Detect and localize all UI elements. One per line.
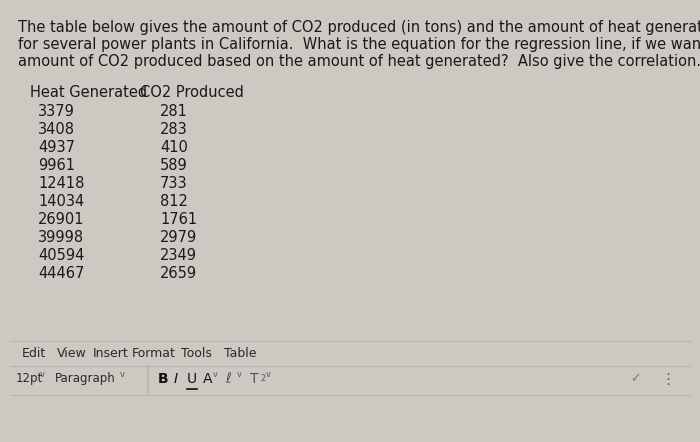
- Text: 281: 281: [160, 104, 188, 119]
- Text: Paragraph: Paragraph: [55, 372, 116, 385]
- Text: amount of CO2 produced based on the amount of heat generated?  Also give the cor: amount of CO2 produced based on the amou…: [18, 54, 700, 69]
- Text: The table below gives the amount of CO2 produced (in tons) and the amount of hea: The table below gives the amount of CO2 …: [18, 20, 700, 35]
- Text: 3408: 3408: [38, 122, 75, 137]
- Text: A: A: [203, 372, 213, 386]
- Text: ⋮: ⋮: [660, 372, 675, 387]
- Text: Edit: Edit: [22, 347, 46, 360]
- Text: U: U: [187, 372, 197, 386]
- Text: View: View: [57, 347, 87, 360]
- Text: 40594: 40594: [38, 248, 85, 263]
- Text: 9961: 9961: [38, 158, 75, 173]
- Text: for several power plants in California.  What is the equation for the regression: for several power plants in California. …: [18, 37, 700, 52]
- Text: 283: 283: [160, 122, 188, 137]
- Text: 14034: 14034: [38, 194, 84, 209]
- Text: 733: 733: [160, 176, 188, 191]
- Text: 2: 2: [260, 374, 265, 383]
- Text: 12pt: 12pt: [16, 372, 43, 385]
- Text: 26901: 26901: [38, 212, 85, 227]
- Text: ℓ: ℓ: [225, 372, 231, 386]
- Text: v: v: [40, 370, 45, 379]
- Text: 3379: 3379: [38, 104, 75, 119]
- Text: 1761: 1761: [160, 212, 197, 227]
- Text: Insert: Insert: [93, 347, 129, 360]
- Text: 2659: 2659: [160, 266, 197, 281]
- Text: 44467: 44467: [38, 266, 85, 281]
- Text: 812: 812: [160, 194, 188, 209]
- Text: Heat Generated: Heat Generated: [30, 85, 147, 100]
- Text: 2979: 2979: [160, 230, 197, 245]
- Text: 2349: 2349: [160, 248, 197, 263]
- Text: 589: 589: [160, 158, 188, 173]
- Text: Tools: Tools: [181, 347, 212, 360]
- Text: T: T: [250, 372, 258, 386]
- Text: 4937: 4937: [38, 140, 75, 155]
- Text: v: v: [237, 370, 242, 379]
- Text: ✓: ✓: [630, 372, 640, 385]
- Text: CO2 Produced: CO2 Produced: [140, 85, 244, 100]
- Text: Format: Format: [132, 347, 176, 360]
- Text: v: v: [120, 370, 125, 379]
- Text: 39998: 39998: [38, 230, 84, 245]
- Text: I: I: [174, 372, 178, 386]
- Text: 410: 410: [160, 140, 188, 155]
- Text: v: v: [213, 370, 218, 379]
- Text: v: v: [266, 370, 271, 379]
- Text: Table: Table: [224, 347, 256, 360]
- Text: 12418: 12418: [38, 176, 85, 191]
- Text: B: B: [158, 372, 169, 386]
